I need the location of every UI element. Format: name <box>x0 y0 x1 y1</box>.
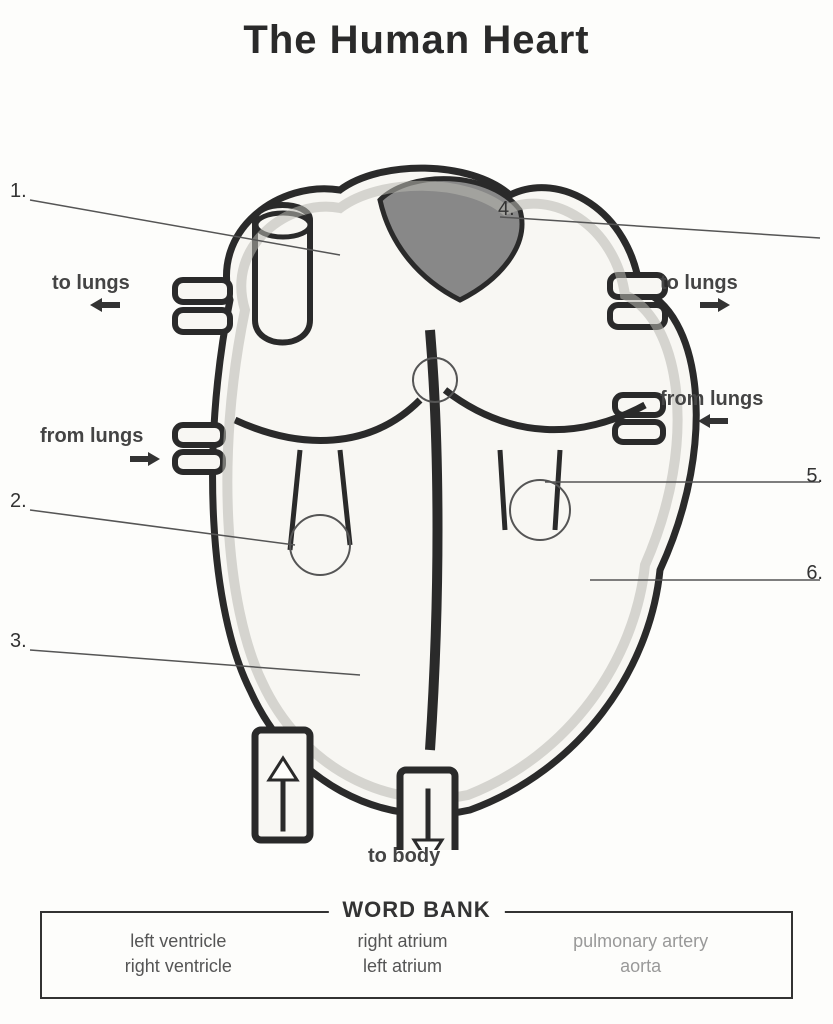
page-title: The Human Heart <box>0 18 833 63</box>
wordbank-item: pulmonary artery <box>573 931 708 952</box>
label-number-4: 4. <box>498 198 515 221</box>
wordbank-col-3: pulmonary artery aorta <box>573 931 708 977</box>
wordbank-col-1: left ventricle right ventricle <box>125 931 232 977</box>
wordbank-col-2: right atrium left atrium <box>357 931 447 977</box>
wordbank-item: right atrium <box>357 931 447 952</box>
flow-label-from-lungs-left: from lungs <box>40 425 143 448</box>
flow-label-to-lungs-right: to lungs <box>660 272 738 295</box>
flow-label-from-lungs-right: from lungs <box>660 388 763 411</box>
flow-label-to-lungs-left: to lungs <box>52 272 130 295</box>
heart-diagram <box>0 150 833 850</box>
wordbank-item: aorta <box>573 956 708 977</box>
arrow-right-icon <box>130 452 160 466</box>
label-number-6: 6. <box>806 562 823 585</box>
flow-label-to-body: to body <box>368 845 440 868</box>
worksheet-page: The Human Heart <box>0 0 833 1024</box>
word-bank-title: WORD BANK <box>328 897 504 923</box>
label-number-3: 3. <box>10 630 27 653</box>
label-number-1: 1. <box>10 180 27 203</box>
wordbank-item: left ventricle <box>125 931 232 952</box>
arrow-left-icon <box>698 414 728 428</box>
heart-shape <box>175 168 696 814</box>
arrow-left-icon <box>90 298 120 312</box>
label-number-5: 5. <box>806 465 823 488</box>
wordbank-item: right ventricle <box>125 956 232 977</box>
arrow-right-icon <box>700 298 730 312</box>
label-number-2: 2. <box>10 490 27 513</box>
wordbank-item: left atrium <box>357 956 447 977</box>
word-bank: WORD BANK left ventricle right ventricle… <box>40 911 793 999</box>
